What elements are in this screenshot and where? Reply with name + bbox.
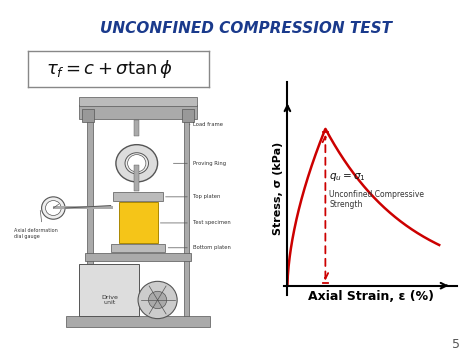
Text: $q_u = \sigma_1$: $q_u = \sigma_1$	[329, 171, 366, 183]
Bar	[80, 105, 197, 119]
Bar	[80, 97, 197, 106]
X-axis label: Axial Strain, ε (%): Axial Strain, ε (%)	[308, 290, 434, 303]
Ellipse shape	[116, 144, 157, 182]
Text: $\tau_f = c + \sigma \tan \phi$: $\tau_f = c + \sigma \tan \phi$	[46, 58, 173, 80]
Bar	[118, 202, 158, 243]
Bar	[134, 164, 139, 191]
Circle shape	[46, 201, 61, 215]
Circle shape	[42, 197, 65, 219]
Text: Load frame: Load frame	[190, 122, 223, 127]
Bar	[182, 109, 194, 122]
Text: Drive
unit: Drive unit	[101, 295, 118, 305]
Text: 5: 5	[452, 338, 460, 351]
Bar	[111, 244, 165, 251]
Text: Proving Ring: Proving Ring	[173, 161, 226, 166]
Text: Unconfined Compressive
Strength: Unconfined Compressive Strength	[329, 190, 424, 209]
Y-axis label: Stress, σ (kPa): Stress, σ (kPa)	[273, 142, 283, 235]
Circle shape	[148, 291, 167, 308]
Bar	[66, 316, 210, 327]
Bar	[80, 264, 139, 316]
Bar	[87, 104, 93, 317]
Circle shape	[138, 281, 177, 319]
Ellipse shape	[125, 153, 148, 174]
Text: Test specimen: Test specimen	[160, 220, 230, 225]
Circle shape	[128, 155, 146, 172]
Text: Axial deformation
dial gauge: Axial deformation dial gauge	[14, 228, 58, 239]
Bar	[113, 192, 163, 201]
Text: Bottom platen: Bottom platen	[168, 245, 231, 250]
Bar	[82, 109, 94, 122]
Bar	[54, 206, 113, 209]
Bar	[184, 104, 190, 317]
Text: UNCONFINED COMPRESSION TEST: UNCONFINED COMPRESSION TEST	[100, 21, 392, 36]
Bar	[85, 253, 191, 261]
Bar	[134, 120, 139, 136]
Text: Top platen: Top platen	[165, 194, 220, 200]
